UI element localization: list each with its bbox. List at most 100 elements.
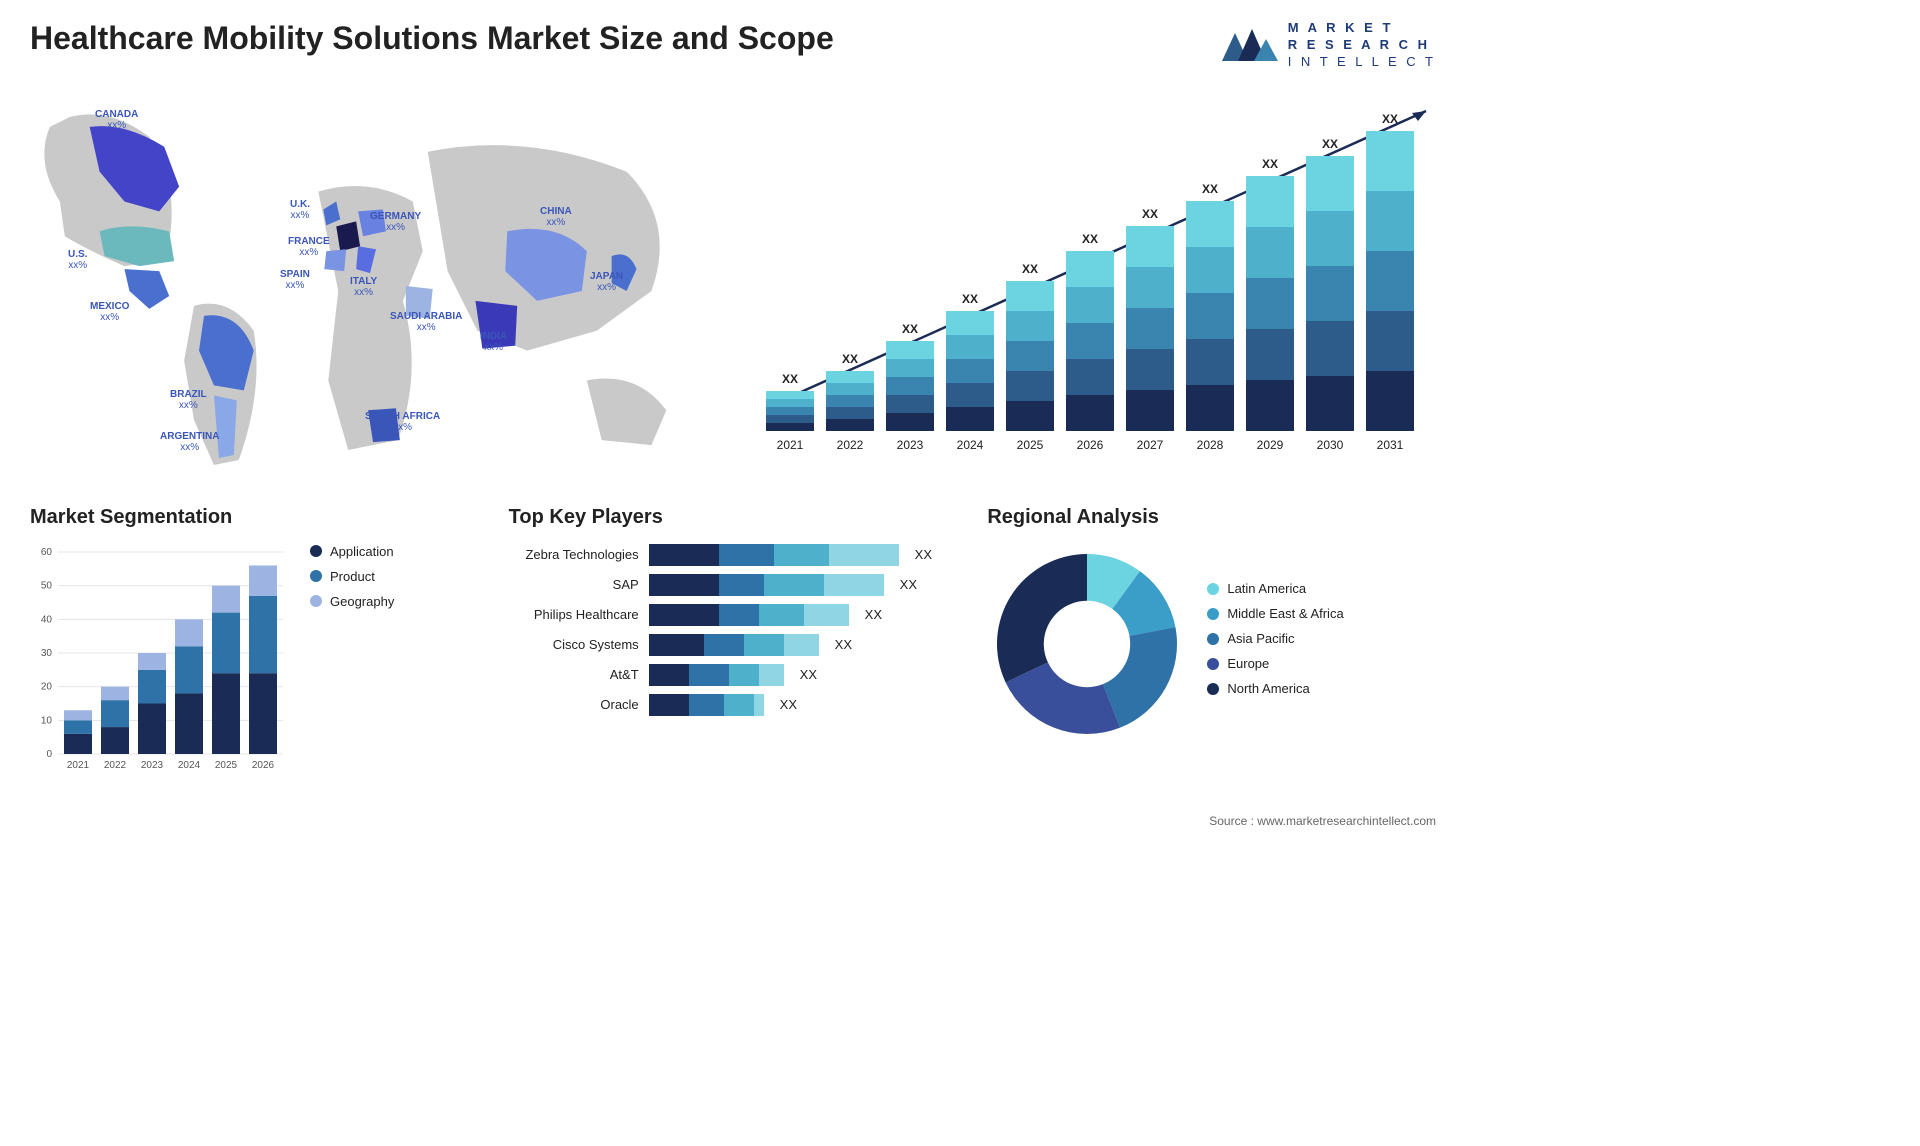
svg-text:20: 20 xyxy=(41,681,53,692)
source-footer: Source : www.marketresearchintellect.com xyxy=(1209,814,1436,828)
svg-text:2022: 2022 xyxy=(104,760,127,771)
players-section: Top Key Players Zebra Technologies XX SAP X… xyxy=(509,506,958,774)
regional-donut xyxy=(987,544,1187,744)
player-label: Cisco Systems xyxy=(509,637,639,652)
svg-text:2021: 2021 xyxy=(67,760,90,771)
player-row: Philips Healthcare XX xyxy=(509,604,958,626)
logo-text-3: I N T E L L E C T xyxy=(1288,54,1436,71)
legend-item: North America xyxy=(1207,681,1343,696)
player-row: At&T XX xyxy=(509,664,958,686)
segmentation-chart: 0 10 20 30 40 50 60 2021 2022 2023 2024 2025 2026 xyxy=(30,544,290,774)
player-bar xyxy=(649,544,899,566)
map-label: GERMANYxx% xyxy=(370,211,421,233)
svg-text:2028: 2028 xyxy=(1197,438,1224,452)
player-label: Oracle xyxy=(509,697,639,712)
svg-text:XX: XX xyxy=(782,372,798,386)
map-label: MEXICOxx% xyxy=(90,301,129,323)
regional-title: Regional Analysis xyxy=(987,506,1436,529)
legend-item: Application xyxy=(310,544,394,559)
svg-text:XX: XX xyxy=(1142,207,1158,221)
players-title: Top Key Players xyxy=(509,506,958,529)
svg-text:2024: 2024 xyxy=(957,438,984,452)
svg-text:50: 50 xyxy=(41,580,53,591)
svg-text:XX: XX xyxy=(1322,137,1338,151)
player-value: XX xyxy=(915,547,932,562)
svg-text:XX: XX xyxy=(1382,112,1398,126)
player-row: SAP XX xyxy=(509,574,958,596)
player-bar xyxy=(649,664,784,686)
svg-text:2029: 2029 xyxy=(1257,438,1284,452)
svg-text:2023: 2023 xyxy=(897,438,924,452)
svg-text:0: 0 xyxy=(46,749,52,760)
segmentation-title: Market Segmentation xyxy=(30,506,479,529)
legend-item: Product xyxy=(310,569,394,584)
svg-text:2027: 2027 xyxy=(1137,438,1164,452)
svg-text:2026: 2026 xyxy=(252,760,275,771)
svg-text:XX: XX xyxy=(1262,157,1278,171)
map-label: U.S.xx% xyxy=(68,249,87,271)
map-label: SPAINxx% xyxy=(280,269,310,291)
map-label: CHINAxx% xyxy=(540,206,572,228)
map-label: ITALYxx% xyxy=(350,276,377,298)
player-value: XX xyxy=(835,637,852,652)
player-label: SAP xyxy=(509,577,639,592)
svg-text:XX: XX xyxy=(1202,182,1218,196)
logo-text-2: R E S E A R C H xyxy=(1288,37,1436,54)
svg-text:60: 60 xyxy=(41,547,53,558)
player-bar xyxy=(649,574,884,596)
svg-text:30: 30 xyxy=(41,648,53,659)
svg-text:40: 40 xyxy=(41,614,53,625)
svg-text:10: 10 xyxy=(41,715,53,726)
player-row: Cisco Systems XX xyxy=(509,634,958,656)
legend-item: Asia Pacific xyxy=(1207,631,1343,646)
segmentation-section: Market Segmentation 0 10 20 30 40 50 60 2021 202… xyxy=(30,506,479,774)
player-value: XX xyxy=(780,697,797,712)
svg-text:2030: 2030 xyxy=(1317,438,1344,452)
map-label: FRANCExx% xyxy=(288,236,330,258)
logo-icon xyxy=(1220,21,1280,69)
brand-logo: M A R K E T R E S E A R C H I N T E L L … xyxy=(1220,20,1436,71)
regional-section: Regional Analysis Latin America Middle Ea… xyxy=(987,506,1436,774)
svg-text:XX: XX xyxy=(962,292,978,306)
svg-text:XX: XX xyxy=(1022,262,1038,276)
map-label: BRAZILxx% xyxy=(170,389,207,411)
map-label: U.K.xx% xyxy=(290,199,310,221)
svg-text:2026: 2026 xyxy=(1077,438,1104,452)
map-label: INDIAxx% xyxy=(480,331,507,353)
map-label: CANADAxx% xyxy=(95,109,138,131)
player-label: Zebra Technologies xyxy=(509,547,639,562)
legend-item: Latin America xyxy=(1207,581,1343,596)
svg-text:2021: 2021 xyxy=(777,438,804,452)
regional-legend: Latin America Middle East & Africa Asia Pa… xyxy=(1207,581,1343,706)
svg-text:2023: 2023 xyxy=(141,760,164,771)
player-value: XX xyxy=(865,607,882,622)
map-label: SAUDI ARABIAxx% xyxy=(390,311,462,333)
player-value: XX xyxy=(800,667,817,682)
svg-text:2025: 2025 xyxy=(215,760,238,771)
segmentation-legend: Application Product Geography xyxy=(310,544,394,774)
player-bar xyxy=(649,634,819,656)
player-row: Zebra Technologies XX xyxy=(509,544,958,566)
page-title: Healthcare Mobility Solutions Market Siz… xyxy=(30,20,834,57)
legend-item: Europe xyxy=(1207,656,1343,671)
growth-bar-chart: XX 2021 XX 2022 XX 2023 XX 2024 XX 2025 XX 2026 XX 20… xyxy=(756,91,1436,471)
player-bar xyxy=(649,604,849,626)
svg-text:2025: 2025 xyxy=(1017,438,1044,452)
legend-item: Middle East & Africa xyxy=(1207,606,1343,621)
svg-text:2022: 2022 xyxy=(837,438,864,452)
player-value: XX xyxy=(900,577,917,592)
player-bar xyxy=(649,694,764,716)
svg-text:2024: 2024 xyxy=(178,760,201,771)
svg-text:XX: XX xyxy=(842,352,858,366)
svg-text:XX: XX xyxy=(1082,232,1098,246)
world-map: CANADAxx% U.S.xx% MEXICOxx% BRAZILxx% ARGENT… xyxy=(30,91,726,481)
svg-text:2031: 2031 xyxy=(1377,438,1404,452)
player-label: Philips Healthcare xyxy=(509,607,639,622)
player-row: Oracle XX xyxy=(509,694,958,716)
legend-item: Geography xyxy=(310,594,394,609)
map-label: SOUTH AFRICAxx% xyxy=(365,411,440,433)
svg-text:XX: XX xyxy=(902,322,918,336)
map-label: ARGENTINAxx% xyxy=(160,431,219,453)
map-label: JAPANxx% xyxy=(590,271,623,293)
player-label: At&T xyxy=(509,667,639,682)
